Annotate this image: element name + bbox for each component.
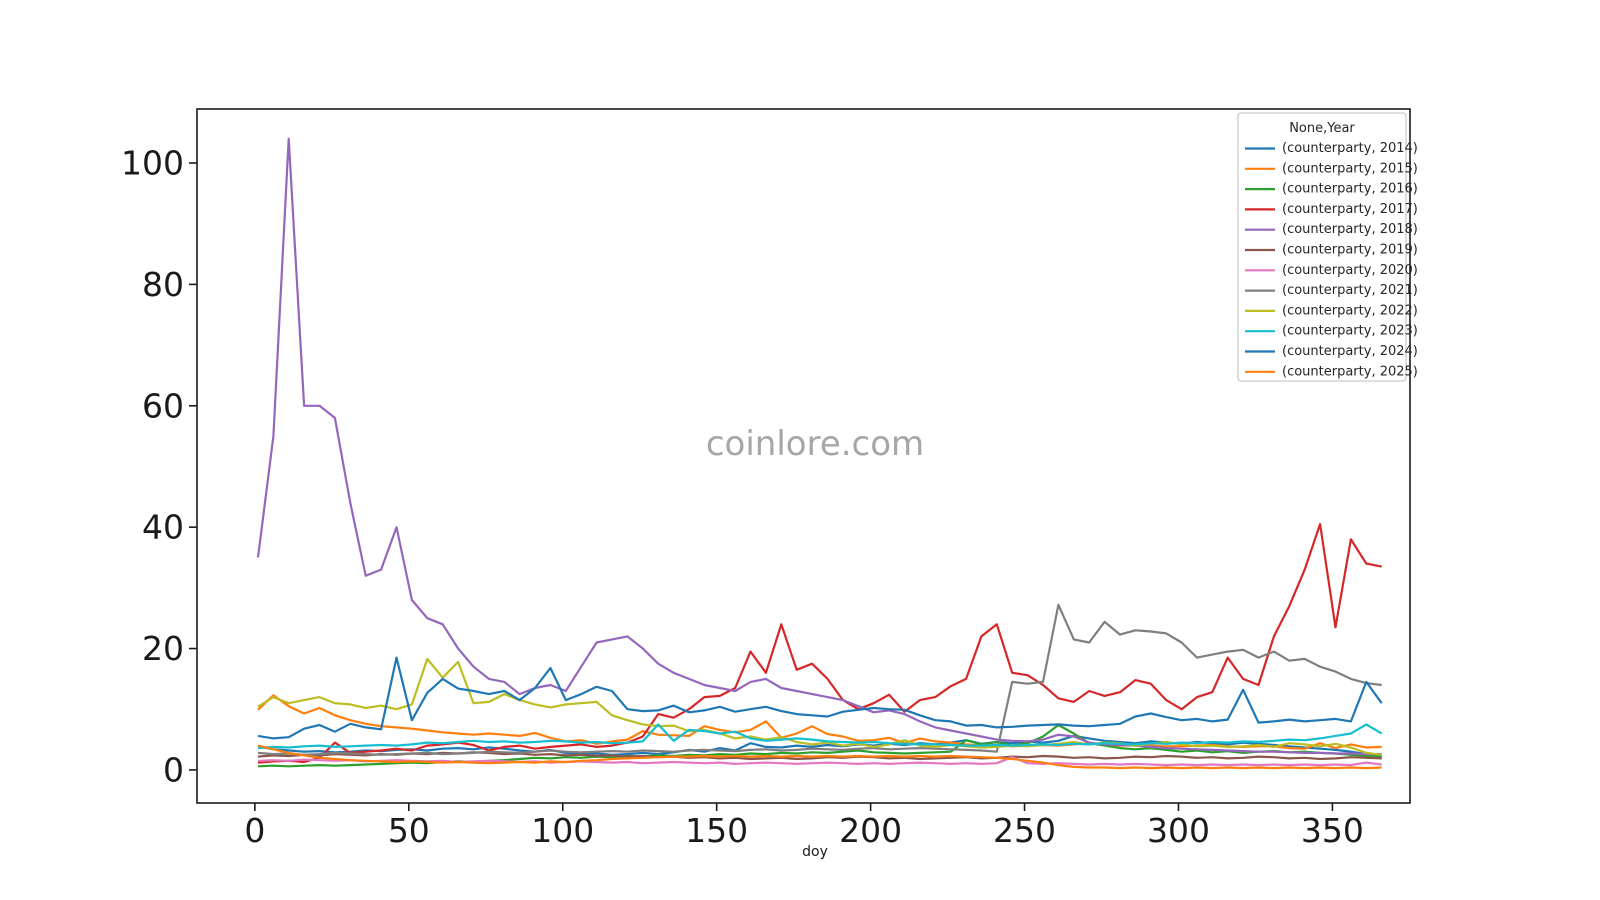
legend-label-2016: (counterparty, 2016) [1282,182,1418,197]
x-tick-label-250: 250 [993,811,1056,850]
legend-label-2022: (counterparty, 2022) [1282,303,1418,318]
legend-item-2022: (counterparty, 2022) [1245,303,1418,318]
series-line-2022 [257,657,1382,756]
x-tick-label-350: 350 [1301,811,1364,850]
legend-item-2025: (counterparty, 2025) [1245,364,1418,379]
legend-item-2023: (counterparty, 2023) [1245,324,1418,339]
series-line-2025 [257,744,1382,770]
x-tick-label-150: 150 [685,811,748,850]
x-tick-label-50: 50 [388,811,430,850]
watermark: coinlore.com [706,424,924,464]
legend-label-2020: (counterparty, 2020) [1282,263,1418,278]
legend-label-2015: (counterparty, 2015) [1282,161,1418,176]
legend-item-2017: (counterparty, 2017) [1245,202,1418,217]
series-line-2023 [257,723,1383,750]
series-line-2017 [257,522,1382,764]
legend-label-2019: (counterparty, 2019) [1282,243,1418,258]
y-tick-label-80: 80 [142,265,184,304]
legend-item-2018: (counterparty, 2018) [1245,222,1418,237]
legend-label-2023: (counterparty, 2023) [1282,324,1418,339]
y-tick-label-40: 40 [142,508,184,547]
legend-items: (counterparty, 2014) (counterparty, 2015)… [1245,141,1418,379]
y-tick-label-60: 60 [142,386,184,425]
legend-item-2015: (counterparty, 2015) [1245,161,1418,176]
legend-label-2021: (counterparty, 2021) [1282,283,1418,298]
series-line-2024 [257,656,1383,740]
series-line-2018 [256,137,1382,756]
series-line-2021 [257,603,1382,756]
legend-label-2025: (counterparty, 2025) [1282,364,1418,379]
y-tick-label-100: 100 [121,144,184,183]
legend-label-2017: (counterparty, 2017) [1282,202,1418,217]
legend-label-2018: (counterparty, 2018) [1282,222,1418,237]
legend-item-2024: (counterparty, 2024) [1245,344,1418,359]
plot-border [196,108,1411,804]
legend-item-2021: (counterparty, 2021) [1245,283,1418,298]
x-tick-label-100: 100 [531,811,594,850]
y-tick-label-20: 20 [142,629,184,668]
legend-label-2014: (counterparty, 2014) [1282,141,1418,156]
series-layer [256,137,1383,770]
legend-item-2016: (counterparty, 2016) [1245,182,1418,197]
legend: None,Year (counterparty, 2014)(counterpa… [1237,112,1418,382]
x-tick-label-200: 200 [839,811,902,850]
series-line-2020 [257,756,1382,767]
legend-box [1237,112,1407,382]
legend-label-2024: (counterparty, 2024) [1282,344,1418,359]
axis-ticks: 0 50 100 150 200 250 300 350 0 20 40 60 80 100 [121,144,1364,850]
x-axis-label: doy [802,844,828,860]
legend-title: None,Year [1289,121,1355,136]
x-tick-label-0: 0 [244,811,265,850]
legend-item-2019: (counterparty, 2019) [1245,243,1418,258]
x-tick-label-300: 300 [1147,811,1210,850]
legend-item-2020: (counterparty, 2020) [1245,263,1418,278]
legend-item-2014: (counterparty, 2014) [1245,141,1418,156]
y-tick-label-0: 0 [163,750,184,789]
